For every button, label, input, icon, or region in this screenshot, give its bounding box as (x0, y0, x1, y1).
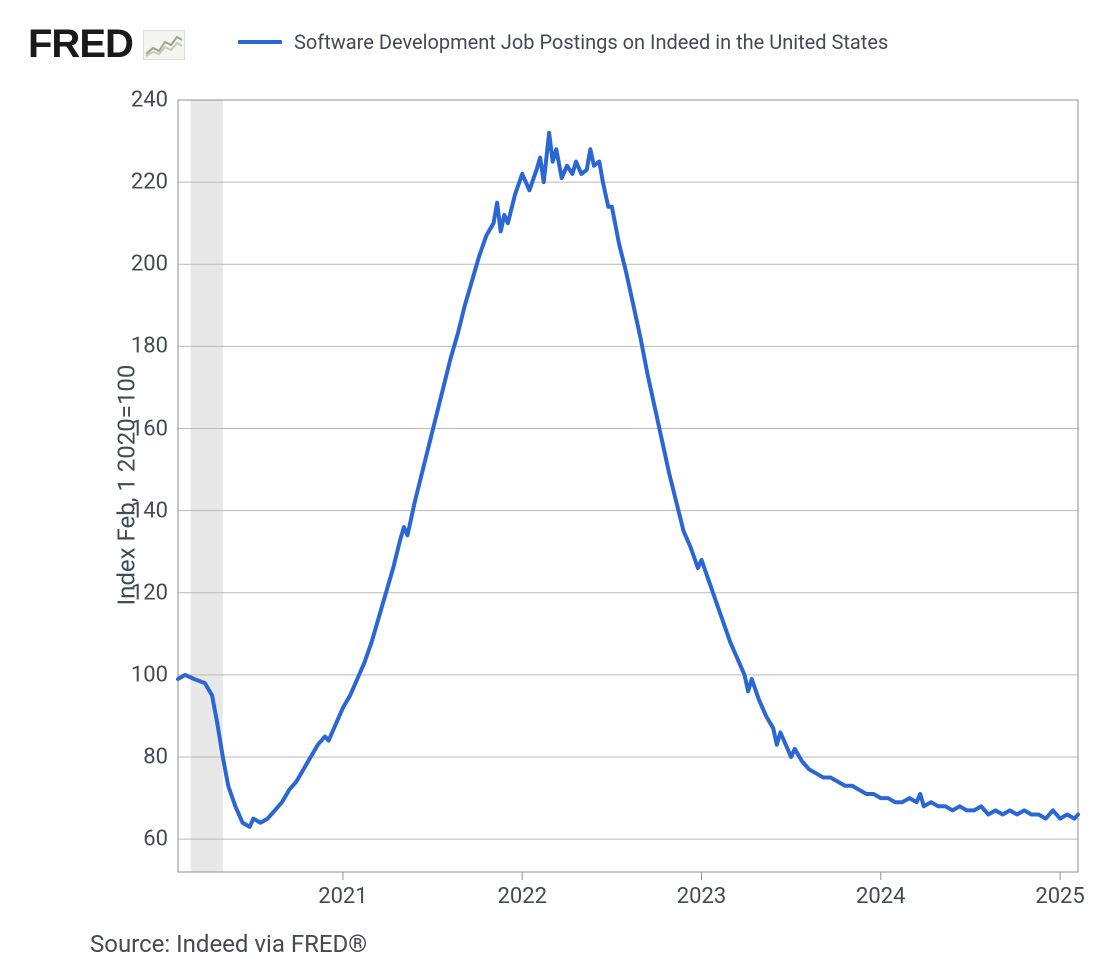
x-tick-label: 2024 (856, 884, 905, 909)
chart-area: Index Feb, 1 2020=100 608010012014016018… (0, 70, 1118, 900)
x-tick-label: 2021 (318, 884, 367, 909)
x-tick-label: 2023 (677, 884, 726, 909)
source-text: Source: Indeed via FRED® (90, 930, 367, 958)
header: FRED (28, 22, 185, 67)
x-tick-label: 2025 (1035, 884, 1084, 909)
fred-logo-icon (143, 30, 185, 60)
legend-swatch (238, 40, 282, 44)
fred-logo-text: FRED (28, 22, 133, 67)
chart-container: FRED Software Development Job Postings o… (0, 0, 1118, 974)
x-tick-label: 2022 (497, 884, 546, 909)
legend: Software Development Job Postings on Ind… (238, 30, 888, 54)
legend-label: Software Development Job Postings on Ind… (294, 30, 888, 54)
chart-svg (0, 70, 1118, 900)
